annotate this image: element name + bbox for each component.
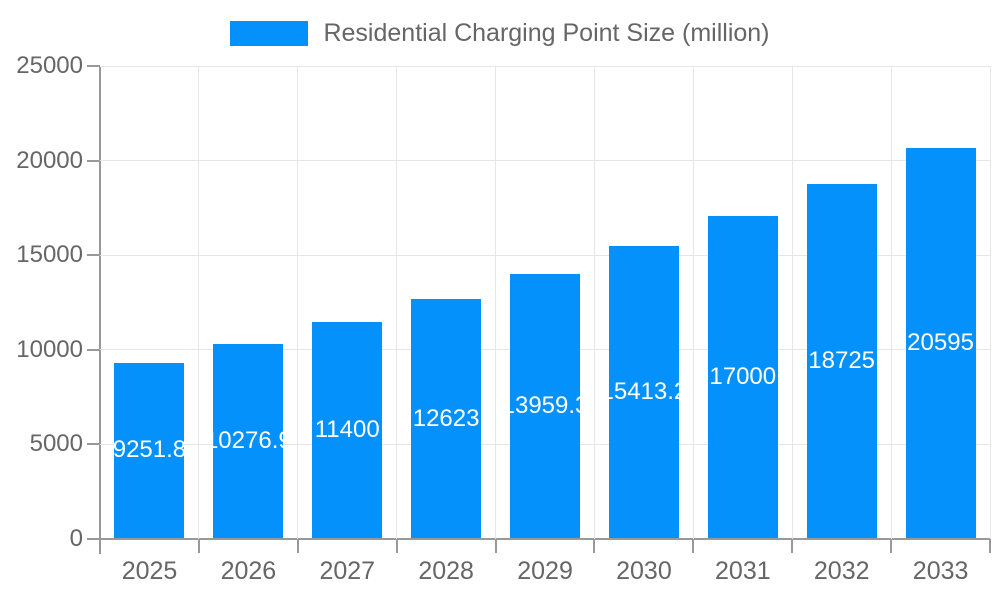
x-axis-category-label: 2025 xyxy=(121,557,178,585)
bar-value-label: 10276.9 xyxy=(213,426,283,454)
x-axis-line xyxy=(87,538,990,540)
bar[interactable]: 12623 xyxy=(411,299,482,538)
vertical-gridline xyxy=(692,66,694,539)
horizontal-gridline xyxy=(100,160,990,162)
x-axis-tick xyxy=(593,539,596,553)
legend-swatch-icon xyxy=(230,20,309,46)
x-axis-tick xyxy=(890,539,893,553)
bar-value-label: 17000 xyxy=(709,363,777,391)
x-axis-tick xyxy=(296,539,299,553)
bar[interactable]: 17000 xyxy=(707,216,778,538)
bar[interactable]: 20595 xyxy=(905,148,976,538)
x-axis-category-label: 2028 xyxy=(418,557,474,585)
y-axis-tick xyxy=(87,254,100,257)
x-axis-category-label: 2032 xyxy=(813,557,870,585)
vertical-gridline xyxy=(890,66,892,539)
x-axis-category-label: 2026 xyxy=(220,557,277,585)
x-axis-category-label: 2031 xyxy=(715,557,771,585)
bar[interactable]: 9251.8 xyxy=(114,362,185,538)
bar[interactable]: 11400 xyxy=(312,322,383,538)
legend-label: Residential Charging Point Size (million… xyxy=(323,18,770,47)
bar[interactable]: 13959.3 xyxy=(510,273,580,538)
x-axis-tick xyxy=(989,539,991,553)
x-axis-tick xyxy=(99,539,101,553)
x-axis-tick xyxy=(692,539,695,553)
vertical-gridline xyxy=(198,66,200,539)
y-axis-tick-label: 0 xyxy=(69,525,83,552)
plot-area: 0 5000 10000 15000 20000 25000 9251.8 2025 10276… xyxy=(16,54,991,585)
bar[interactable]: 18725 xyxy=(806,183,877,538)
y-axis-tick-label: 25000 xyxy=(16,52,83,79)
vertical-gridline xyxy=(989,66,991,539)
bar-value-label: 15413.2 xyxy=(609,378,679,406)
y-axis-tick xyxy=(87,443,100,446)
x-axis-tick xyxy=(197,539,200,553)
x-axis-category-label: 2027 xyxy=(319,557,376,585)
bar[interactable]: 10276.9 xyxy=(213,343,284,538)
bar-value-label: 13959.3 xyxy=(510,391,580,419)
vertical-gridline xyxy=(396,66,398,539)
x-axis-tick xyxy=(395,539,398,553)
y-axis-tick xyxy=(87,348,100,351)
horizontal-gridline xyxy=(100,254,990,256)
bar-value-label: 20595 xyxy=(907,329,974,357)
bar-value-label: 18725 xyxy=(808,346,876,374)
bar-value-label: 12623 xyxy=(412,404,480,432)
y-axis-tick xyxy=(87,65,100,67)
bar-value-label: 11400 xyxy=(314,416,380,444)
vertical-gridline xyxy=(593,66,595,539)
y-axis-tick-label: 15000 xyxy=(16,241,83,269)
vertical-gridline xyxy=(297,66,299,539)
horizontal-gridline xyxy=(100,65,990,67)
legend-item[interactable]: Residential Charging Point Size (million… xyxy=(0,19,1000,47)
y-axis-tick-label: 5000 xyxy=(29,430,83,458)
x-axis-category-label: 2033 xyxy=(912,557,969,585)
bar[interactable]: 15413.2 xyxy=(608,246,679,538)
y-axis-line xyxy=(99,66,101,554)
x-axis-tick xyxy=(494,539,497,553)
x-axis-category-label: 2029 xyxy=(517,557,573,585)
y-axis-tick xyxy=(87,538,100,540)
vertical-gridline xyxy=(791,66,793,539)
y-axis-tick-label: 10000 xyxy=(16,335,83,363)
vertical-gridline xyxy=(495,66,497,539)
y-axis-tick-label: 20000 xyxy=(16,146,83,174)
x-axis-category-label: 2030 xyxy=(616,557,672,585)
y-axis-tick xyxy=(87,159,100,162)
bar-value-label: 9251.8 xyxy=(114,436,185,464)
x-axis-tick xyxy=(791,539,794,553)
